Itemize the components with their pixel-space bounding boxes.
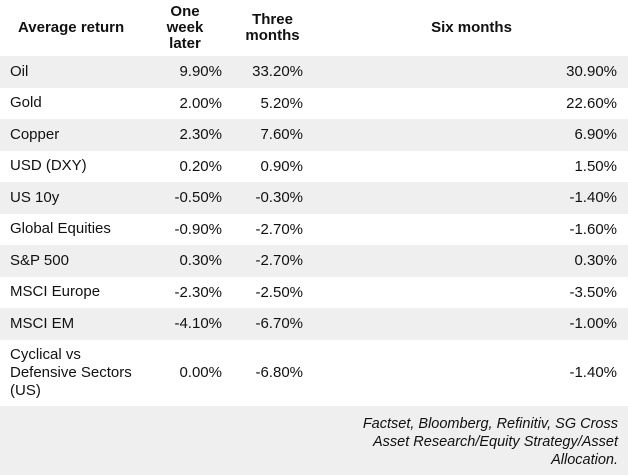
three-months-value: -2.70% bbox=[230, 213, 315, 245]
table-row-copper: Copper 2.30% 7.60% 6.90% bbox=[0, 119, 628, 151]
table-row-cyclical-vs-defensive: Cyclical vs Defensive Sectors (US) 0.00%… bbox=[0, 339, 628, 406]
asset-label: MSCI EM bbox=[0, 308, 140, 340]
column-header-three-months: Three months bbox=[230, 0, 315, 56]
table-row-sp-500: S&P 500 0.30% -2.70% 0.30% bbox=[0, 245, 628, 277]
one-week-value: 2.30% bbox=[140, 119, 230, 151]
one-week-value: -4.10% bbox=[140, 308, 230, 340]
one-week-value: 9.90% bbox=[140, 56, 230, 88]
asset-label: Oil bbox=[0, 56, 140, 88]
six-months-value: 30.90% bbox=[315, 56, 628, 88]
three-months-value: -0.30% bbox=[230, 182, 315, 214]
six-months-value: -1.40% bbox=[315, 182, 628, 214]
table-row-gold: Gold 2.00% 5.20% 22.60% bbox=[0, 87, 628, 119]
asset-label: MSCI Europe bbox=[0, 276, 140, 308]
three-months-value: 5.20% bbox=[230, 87, 315, 119]
table-row-msci-em: MSCI EM -4.10% -6.70% -1.00% bbox=[0, 308, 628, 340]
asset-label: US 10y bbox=[0, 182, 140, 214]
six-months-value: -3.50% bbox=[315, 276, 628, 308]
three-months-value: 0.90% bbox=[230, 150, 315, 182]
table-row-msci-europe: MSCI Europe -2.30% -2.50% -3.50% bbox=[0, 276, 628, 308]
six-months-value: 0.30% bbox=[315, 245, 628, 277]
one-week-value: 2.00% bbox=[140, 87, 230, 119]
asset-label: Cyclical vs Defensive Sectors (US) bbox=[0, 339, 140, 406]
asset-label: USD (DXY) bbox=[0, 150, 140, 182]
six-months-value: 6.90% bbox=[315, 119, 628, 151]
table-row-usd-dxy: USD (DXY) 0.20% 0.90% 1.50% bbox=[0, 150, 628, 182]
six-months-value: 22.60% bbox=[315, 87, 628, 119]
three-months-value: -6.80% bbox=[230, 339, 315, 406]
table-row-us-10y: US 10y -0.50% -0.30% -1.40% bbox=[0, 182, 628, 214]
asset-label: Global Equities bbox=[0, 213, 140, 245]
one-week-value: 0.00% bbox=[140, 339, 230, 406]
header-row: Average return One week later Three mont… bbox=[0, 0, 628, 56]
three-months-value: 33.20% bbox=[230, 56, 315, 88]
asset-label: S&P 500 bbox=[0, 245, 140, 277]
one-week-value: 0.20% bbox=[140, 150, 230, 182]
six-months-value: 1.50% bbox=[315, 150, 628, 182]
three-months-value: -6.70% bbox=[230, 308, 315, 340]
one-week-value: 0.30% bbox=[140, 245, 230, 277]
three-months-value: -2.50% bbox=[230, 276, 315, 308]
six-months-value: -1.60% bbox=[315, 213, 628, 245]
column-header-one-week-later: One week later bbox=[140, 0, 230, 56]
one-week-value: -0.50% bbox=[140, 182, 230, 214]
six-months-value: -1.00% bbox=[315, 308, 628, 340]
three-months-value: 7.60% bbox=[230, 119, 315, 151]
source-attribution-note: Factset, Bloomberg, Refinitiv, SG Cross … bbox=[0, 405, 628, 475]
asset-label: Copper bbox=[0, 119, 140, 151]
six-months-value: -1.40% bbox=[315, 339, 628, 406]
three-months-value: -2.70% bbox=[230, 245, 315, 277]
table-row-oil: Oil 9.90% 33.20% 30.90% bbox=[0, 56, 628, 88]
returns-table: Average return One week later Three mont… bbox=[0, 0, 628, 406]
one-week-value: -0.90% bbox=[140, 213, 230, 245]
one-week-value: -2.30% bbox=[140, 276, 230, 308]
table-row-global-equities: Global Equities -0.90% -2.70% -1.60% bbox=[0, 213, 628, 245]
column-header-six-months: Six months bbox=[315, 0, 628, 56]
asset-label: Gold bbox=[0, 87, 140, 119]
column-header-average-return: Average return bbox=[0, 0, 140, 56]
